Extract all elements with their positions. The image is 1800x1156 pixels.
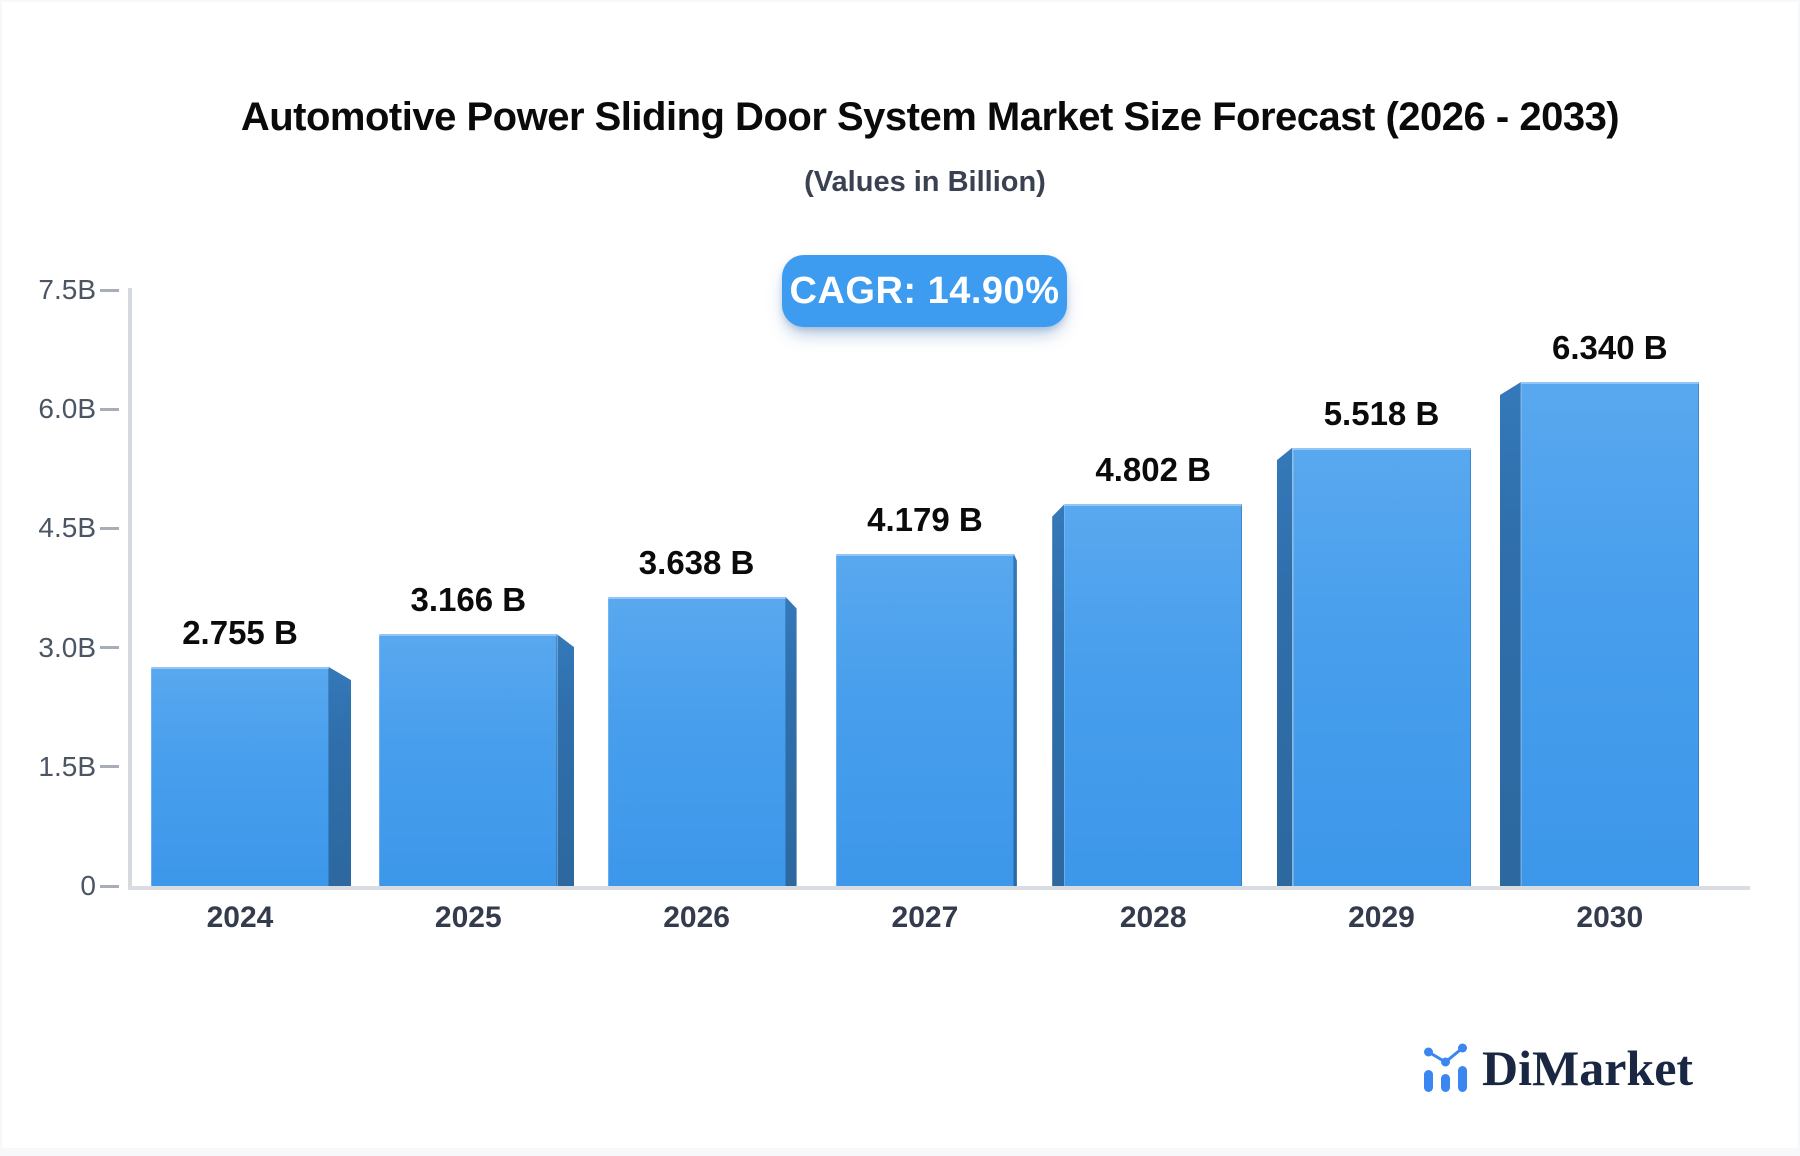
- y-tick-label: 7.5B: [38, 274, 96, 305]
- chart-title: Automotive Power Sliding Door System Mar…: [240, 95, 1620, 139]
- brand-logo-text: DiMarket: [1482, 1040, 1694, 1096]
- y-tick-mark: [100, 288, 119, 292]
- bar-2030[interactable]: [1520, 382, 1699, 886]
- y-tick-mark: [100, 407, 119, 411]
- bar-3d-side: [1276, 447, 1293, 886]
- x-axis-label-2028: 2028: [1119, 901, 1187, 934]
- y-tick-mark: [100, 765, 119, 769]
- bar-3d-side: [1499, 382, 1521, 886]
- x-axis-label-2026: 2026: [663, 901, 730, 934]
- bar-value-label: 6.340 B: [1552, 329, 1668, 367]
- mini-bar-chart-icon: [1424, 1043, 1467, 1092]
- bar-value-label: 3.166 B: [410, 581, 527, 619]
- bar-3d-side: [557, 634, 575, 886]
- bar-3d-side: [1052, 504, 1065, 886]
- y-tick-mark: [100, 646, 119, 650]
- bar-2025[interactable]: [379, 634, 558, 886]
- bar-3d-side: [1013, 553, 1017, 886]
- cagr-badge: CAGR: 14.90%: [782, 255, 1067, 327]
- bar-value-label: 2.755 B: [182, 614, 298, 652]
- bar-2026[interactable]: [607, 596, 786, 886]
- x-axis-label-2024: 2024: [206, 901, 274, 934]
- bar-2028[interactable]: [1064, 504, 1243, 886]
- x-axis-baseline: [128, 886, 1750, 890]
- y-tick-mark: [100, 526, 119, 530]
- bar-3d-side: [785, 596, 797, 886]
- bar-2024[interactable]: [151, 667, 329, 886]
- x-axis-label-2025: 2025: [434, 901, 502, 934]
- bar-value-label: 3.638 B: [638, 543, 755, 581]
- y-tick-label: 6.0B: [38, 393, 96, 425]
- x-axis-label-2029: 2029: [1348, 901, 1415, 934]
- chart-subtitle: (Values in Billion): [804, 166, 1046, 198]
- y-tick-label: 1.5B: [38, 750, 96, 782]
- y-tick-label: 0: [80, 870, 96, 901]
- y-axis-line: [128, 288, 132, 886]
- bar-value-label: 5.518 B: [1323, 394, 1440, 432]
- brand-logo: DiMarket: [1420, 1040, 1693, 1096]
- bar-2027[interactable]: [835, 553, 1014, 886]
- bar-value-label: 4.179 B: [867, 500, 983, 538]
- bar-2029[interactable]: [1292, 447, 1471, 886]
- x-axis-label-2030: 2030: [1576, 901, 1644, 934]
- y-tick-label: 4.5B: [38, 512, 96, 544]
- y-tick-label: 3.0B: [38, 631, 96, 663]
- cagr-badge-label: CAGR: 14.90%: [789, 269, 1060, 312]
- bar-3d-side: [329, 667, 351, 886]
- y-tick-mark: [100, 884, 119, 888]
- bar-value-label: 4.802 B: [1095, 451, 1211, 489]
- x-axis-label-2027: 2027: [891, 901, 959, 934]
